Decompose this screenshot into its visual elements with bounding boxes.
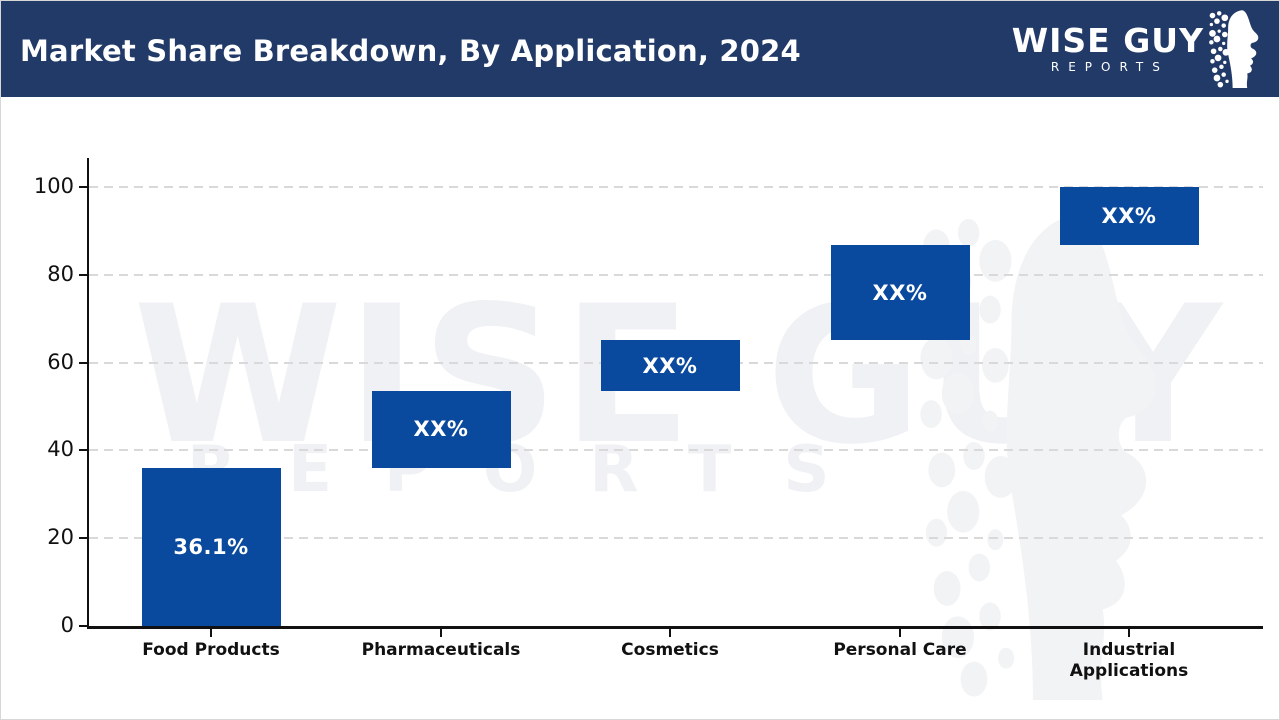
gridline-40 (89, 449, 1263, 452)
bar-industrial-applications: XX% (1059, 187, 1199, 245)
bar-value-label: 36.1% (173, 534, 249, 559)
y-axis-tick-label: 80 (47, 261, 74, 286)
y-axis-tick (79, 537, 87, 540)
y-axis-line (87, 158, 89, 628)
bar-value-label: XX% (1101, 203, 1157, 228)
page-title: Market Share Breakdown, By Application, … (20, 34, 801, 68)
x-axis-tick (1128, 629, 1130, 637)
bar-pharmaceuticals: XX% (371, 391, 511, 468)
gridline-20 (89, 537, 1263, 540)
y-axis-tick (79, 449, 87, 452)
y-axis-tick-label: 0 (60, 613, 74, 638)
brand-subname: REPORTS (1050, 60, 1169, 75)
x-axis-tick (440, 629, 442, 637)
x-axis-tick (899, 629, 901, 637)
bar-food-products: 36.1% (141, 467, 281, 626)
y-axis-tick (79, 625, 87, 627)
bar-cosmetics: XX% (600, 340, 740, 392)
gridline-100 (89, 186, 1263, 188)
brand-logo-text: WISE GUY REPORTS (1011, 20, 1204, 75)
x-axis-label-pharmaceuticals: Pharmaceuticals (361, 640, 521, 660)
brand-name: WISE GUY (1011, 20, 1204, 60)
brand-logo: WISE GUY REPORTS (1012, 8, 1264, 90)
head-profile-icon (1209, 10, 1259, 88)
bar-value-label: XX% (872, 280, 928, 305)
x-axis-label-personal-care: Personal Care (833, 640, 967, 660)
watermark-head-icon (920, 213, 1156, 700)
x-axis-line (87, 626, 1263, 629)
bar-personal-care: XX% (830, 244, 970, 341)
x-axis-label-industrial-applications: Industrial Applications (1069, 640, 1189, 681)
x-axis-tick (669, 629, 671, 637)
x-axis-label-cosmetics: Cosmetics (621, 640, 719, 660)
bar-value-label: XX% (642, 353, 698, 378)
header-band: Market Share Breakdown, By Application, … (0, 0, 1280, 97)
bar-value-label: XX% (413, 417, 469, 442)
y-axis-tick (79, 273, 87, 276)
y-axis-tick-label: 60 (47, 349, 74, 374)
x-axis-label-food-products: Food Products (142, 640, 280, 660)
x-axis-tick (210, 629, 212, 637)
y-axis-tick (79, 361, 87, 364)
y-axis-tick-label: 40 (47, 437, 74, 462)
y-axis-tick-label: 20 (47, 525, 74, 550)
gridline-80 (89, 273, 1263, 276)
y-axis-tick-label: 100 (33, 174, 74, 199)
y-axis-tick (79, 186, 87, 188)
